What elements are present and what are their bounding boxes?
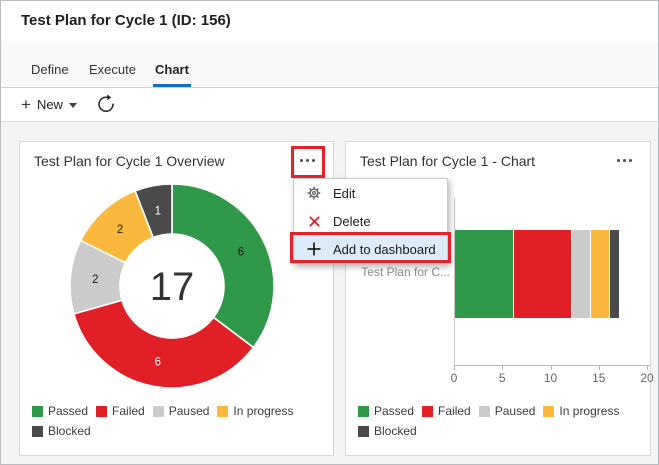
- menu-item-edit[interactable]: Edit: [294, 179, 447, 207]
- legend-item-paused: Paused: [478, 402, 536, 421]
- menu-item-add-to-dashboard[interactable]: Add to dashboard: [294, 235, 447, 263]
- widget-context-menu: Edit Delete Add to dashboard: [293, 178, 448, 264]
- legend-swatch: [358, 406, 369, 417]
- donut-slice-value: 2: [117, 224, 123, 236]
- donut-slice-passed: [171, 183, 275, 349]
- tab-bar: Define Execute Chart: [1, 41, 658, 88]
- page-title: Test Plan for Cycle 1 (ID: 156): [21, 12, 231, 29]
- ellipsis-icon: [616, 158, 620, 162]
- legend-item-in-progress: In progress: [543, 402, 619, 421]
- charts-content-area: Test Plan for Cycle 1 Overview 6 6 2 2 1 17 P…: [1, 122, 658, 464]
- x-tick: [502, 365, 504, 370]
- bar-segment-failed: [512, 230, 571, 318]
- legend-label: Failed: [112, 404, 145, 418]
- widget-title: Test Plan for Cycle 1 - Chart: [360, 153, 536, 169]
- legend-item-paused: Paused: [152, 402, 210, 421]
- legend-swatch: [422, 406, 434, 417]
- x-tick: [550, 365, 552, 370]
- tab-define[interactable]: Define: [31, 62, 69, 77]
- chevron-down-icon: [68, 103, 77, 108]
- y-axis-line: [454, 198, 455, 365]
- tab-chart[interactable]: Chart: [153, 41, 191, 87]
- legend-label: Paused: [494, 404, 536, 418]
- ellipsis-icon: [299, 158, 303, 162]
- legend-swatch: [32, 426, 43, 437]
- chart-legend: Passed Failed Paused In progress Blocked: [32, 402, 330, 442]
- plus-icon: [307, 242, 321, 256]
- donut-slice-blocked: [134, 183, 173, 239]
- menu-item-label: Delete: [333, 213, 371, 229]
- legend-label: Blocked: [374, 424, 417, 438]
- toolbar: + New: [1, 88, 658, 122]
- plus-icon: +: [21, 95, 31, 114]
- x-tick: [647, 365, 648, 370]
- legend-swatch: [217, 406, 229, 417]
- donut-slice-value: 6: [238, 247, 244, 259]
- x-tick: [598, 365, 600, 370]
- widget-title: Test Plan for Cycle 1 Overview: [34, 153, 225, 169]
- donut-slice-value: 6: [155, 357, 161, 369]
- x-tick-label: 0: [450, 371, 458, 385]
- x-axis-line: [454, 365, 650, 366]
- refresh-icon: [96, 94, 116, 117]
- bar-segment-paused: [570, 230, 591, 318]
- bar-category-label: Test Plan for C...: [361, 265, 450, 279]
- legend-label: Passed: [48, 404, 89, 418]
- donut-slice-failed: [72, 299, 255, 389]
- menu-item-label: Edit: [333, 185, 356, 201]
- x-tick: [454, 365, 455, 370]
- legend-label: Failed: [438, 404, 471, 418]
- refresh-button[interactable]: [95, 94, 117, 116]
- new-button[interactable]: + New: [17, 92, 81, 117]
- x-tick-label: 5: [498, 371, 506, 385]
- donut-slice-value: 2: [92, 274, 98, 286]
- legend-swatch: [152, 406, 164, 417]
- gear-icon: [307, 186, 321, 200]
- legend-item-in-progress: In progress: [217, 402, 293, 421]
- bar-segment-in-progress: [590, 230, 610, 318]
- legend-label: In progress: [233, 404, 294, 418]
- legend-item-passed: Passed: [32, 402, 88, 421]
- x-tick-label: 10: [543, 371, 558, 385]
- x-tick-label: 15: [592, 371, 606, 385]
- legend-swatch: [96, 406, 108, 417]
- legend-label: Blocked: [48, 424, 91, 438]
- legend-item-failed: Failed: [422, 402, 471, 421]
- legend-item-failed: Failed: [96, 402, 145, 421]
- bar-segment-passed: [455, 230, 513, 318]
- legend-item-passed: Passed: [358, 402, 414, 421]
- legend-swatch: [478, 406, 490, 417]
- legend-item-blocked: Blocked: [358, 422, 417, 441]
- chart-legend: Passed Failed Paused In progress Blocked: [358, 402, 656, 442]
- donut-slice-value: 1: [155, 205, 161, 217]
- legend-label: Passed: [374, 404, 415, 418]
- legend-item-blocked: Blocked: [32, 422, 91, 441]
- legend-swatch: [32, 406, 43, 417]
- legend-label: Paused: [168, 404, 210, 418]
- stacked-bar: [455, 230, 620, 318]
- ellipsis-button-widget-2[interactable]: [611, 152, 637, 168]
- legend-label: In progress: [559, 404, 620, 418]
- menu-item-label: Add to dashboard: [333, 241, 436, 257]
- tab-execute[interactable]: Execute: [89, 62, 136, 77]
- donut-center-total: 17: [150, 265, 195, 309]
- ellipsis-button-widget-1[interactable]: [294, 152, 320, 168]
- donut-chart: 6 6 2 2 1 17: [69, 183, 275, 389]
- bar-segment-blocked: [609, 230, 620, 318]
- x-icon: [307, 214, 321, 228]
- chart-widget-overview: Test Plan for Cycle 1 Overview 6 6 2 2 1 17 P…: [19, 141, 334, 456]
- new-button-label: New: [36, 97, 63, 112]
- legend-swatch: [358, 426, 369, 437]
- menu-item-delete[interactable]: Delete: [294, 207, 447, 235]
- x-tick-label: 20: [640, 371, 654, 385]
- page-header: Test Plan for Cycle 1 (ID: 156): [1, 1, 658, 41]
- legend-swatch: [543, 406, 555, 417]
